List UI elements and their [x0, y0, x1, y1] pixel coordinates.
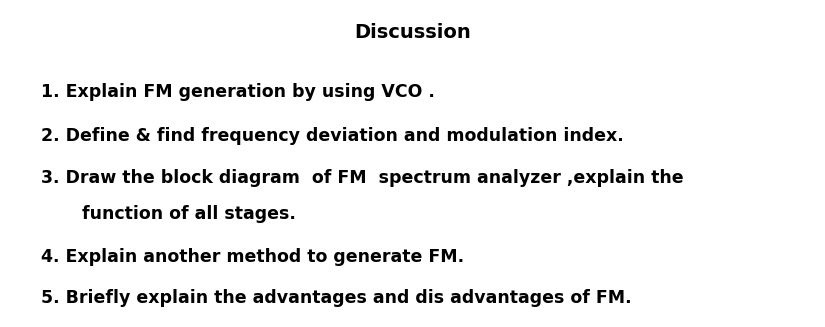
Text: 5. Briefly explain the advantages and dis advantages of FM.: 5. Briefly explain the advantages and di…: [41, 288, 632, 307]
Text: 4. Explain another method to generate FM.: 4. Explain another method to generate FM…: [41, 248, 464, 266]
Text: 2. Define & find frequency deviation and modulation index.: 2. Define & find frequency deviation and…: [41, 127, 624, 145]
Text: 3. Draw the block diagram  of FM  spectrum analyzer ,explain the: 3. Draw the block diagram of FM spectrum…: [41, 169, 684, 187]
Text: Discussion: Discussion: [354, 23, 471, 42]
Text: 1. Explain FM generation by using VCO .: 1. Explain FM generation by using VCO .: [41, 82, 435, 101]
Text: function of all stages.: function of all stages.: [82, 205, 296, 223]
